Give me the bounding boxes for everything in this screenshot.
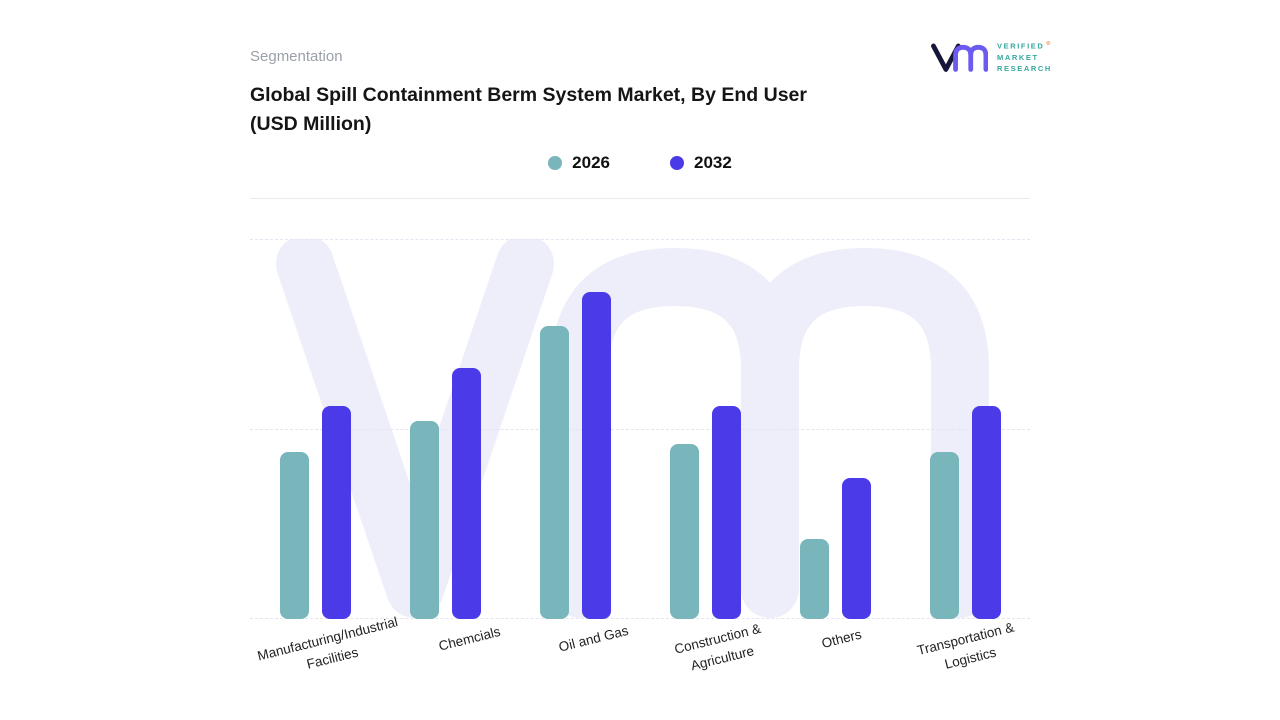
bar-pair [929,405,1001,619]
header-divider [250,197,1030,199]
bar-group [900,239,1030,619]
logo-line-1: VERIFIED ® [997,40,1053,51]
section-eyebrow: Segmentation [250,48,343,65]
chart-title: Global Spill Containment Berm System Mar… [250,81,1030,140]
brand-logo-text: VERIFIED ® MARKET RESEARCH [997,40,1052,74]
gridline-top [250,238,1030,240]
x-axis-label: Oil and Gas [557,622,631,655]
bar-2032[interactable] [581,291,611,619]
bar-2026[interactable] [929,451,959,619]
gridline-baseline [250,617,1030,619]
logo-line-2: MARKET [997,52,1039,62]
chart-title-line-2: (USD Million) [250,113,372,136]
bar-pair [539,291,611,619]
bar-pair [409,367,481,619]
legend-dot-icon [548,155,563,170]
chart-card: Segmentation Global Spill Containment Be… [250,48,1030,673]
x-axis-label: Chemcials [437,623,503,654]
brand-logo: VERIFIED ® MARKET RESEARCH [930,38,1052,76]
bar-pair [799,477,871,619]
legend-dot-icon [670,155,684,170]
bar-2032[interactable] [711,405,741,619]
bar-group [510,239,640,619]
bar-group [380,239,510,619]
legend-label: 2026 [572,152,610,172]
x-axis-label: Manufacturing/Industrial Facilities [255,613,400,671]
chart-title-line-1: Global Spill Containment Berm System Mar… [250,84,807,106]
bar-2032[interactable] [451,367,481,619]
x-axis-label: Construction & Agriculture [672,620,763,673]
bar-2026[interactable] [409,420,439,619]
gridline-middle [250,428,1030,430]
bar-2032[interactable] [321,405,351,619]
bar-group [640,239,770,619]
bar-group [250,239,380,619]
legend-item-2026[interactable]: 2026 [548,153,610,173]
bar-pair [279,405,351,619]
x-axis-label: Others [820,626,864,651]
bar-pair [669,405,741,619]
logo-line-3: RESEARCH [997,63,1052,73]
bar-chart-plot-area [250,238,1030,619]
x-axis-labels: Manufacturing/Industrial Facilities Chemc… [250,614,1030,673]
registered-mark: ® [1046,40,1053,47]
bar-2032[interactable] [841,477,871,619]
vmr-logo-icon [931,43,988,72]
legend-label: 2032 [694,152,732,172]
legend-item-2032[interactable]: 2032 [670,153,732,173]
bar-2032[interactable] [971,405,1001,619]
chart-legend: 2026 2032 [250,148,1030,178]
bar-2026[interactable] [799,538,829,619]
bar-2026[interactable] [279,451,309,619]
bar-2026[interactable] [539,325,569,619]
bar-group [770,239,900,619]
bar-2026[interactable] [669,443,699,619]
x-axis-label: Transportation & Logistics [915,619,1016,671]
bar-groups [250,239,1030,619]
